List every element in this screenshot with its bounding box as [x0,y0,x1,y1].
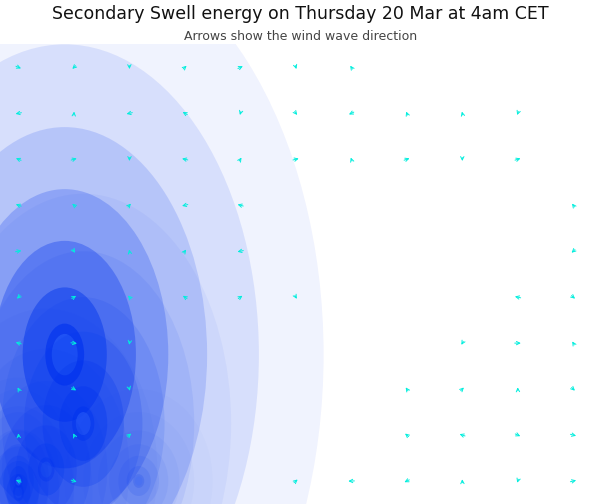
Ellipse shape [135,476,142,486]
Ellipse shape [0,412,60,504]
Ellipse shape [52,334,78,375]
Ellipse shape [59,386,107,461]
Ellipse shape [14,474,23,488]
Ellipse shape [10,466,28,496]
Ellipse shape [76,412,91,435]
Ellipse shape [0,189,168,504]
Ellipse shape [0,127,207,504]
Ellipse shape [3,456,34,504]
Ellipse shape [0,251,194,504]
Ellipse shape [0,429,59,504]
Ellipse shape [24,332,142,504]
Ellipse shape [0,381,107,504]
Ellipse shape [0,241,136,468]
Ellipse shape [0,406,74,504]
Ellipse shape [109,444,168,504]
Ellipse shape [0,349,129,504]
Ellipse shape [118,456,159,504]
Ellipse shape [0,44,259,504]
Ellipse shape [72,406,94,441]
Ellipse shape [2,297,165,504]
Ellipse shape [16,476,21,486]
Ellipse shape [45,324,84,386]
Ellipse shape [41,462,52,478]
Ellipse shape [127,466,151,496]
Ellipse shape [0,0,323,504]
Ellipse shape [16,425,77,504]
Ellipse shape [0,447,48,504]
Ellipse shape [38,458,55,482]
Ellipse shape [15,487,22,498]
Ellipse shape [0,430,49,504]
Ellipse shape [0,461,39,504]
Ellipse shape [7,474,31,504]
Ellipse shape [2,405,91,504]
Ellipse shape [28,444,64,495]
Ellipse shape [43,360,124,487]
Ellipse shape [0,444,41,504]
Text: Arrows show the wind wave direction: Arrows show the wind wave direction [184,30,417,43]
Ellipse shape [133,474,144,488]
Text: Secondary Swell energy on Thursday 20 Mar at 4am CET: Secondary Swell energy on Thursday 20 Ma… [52,5,549,23]
Ellipse shape [13,484,24,501]
Ellipse shape [23,287,107,422]
